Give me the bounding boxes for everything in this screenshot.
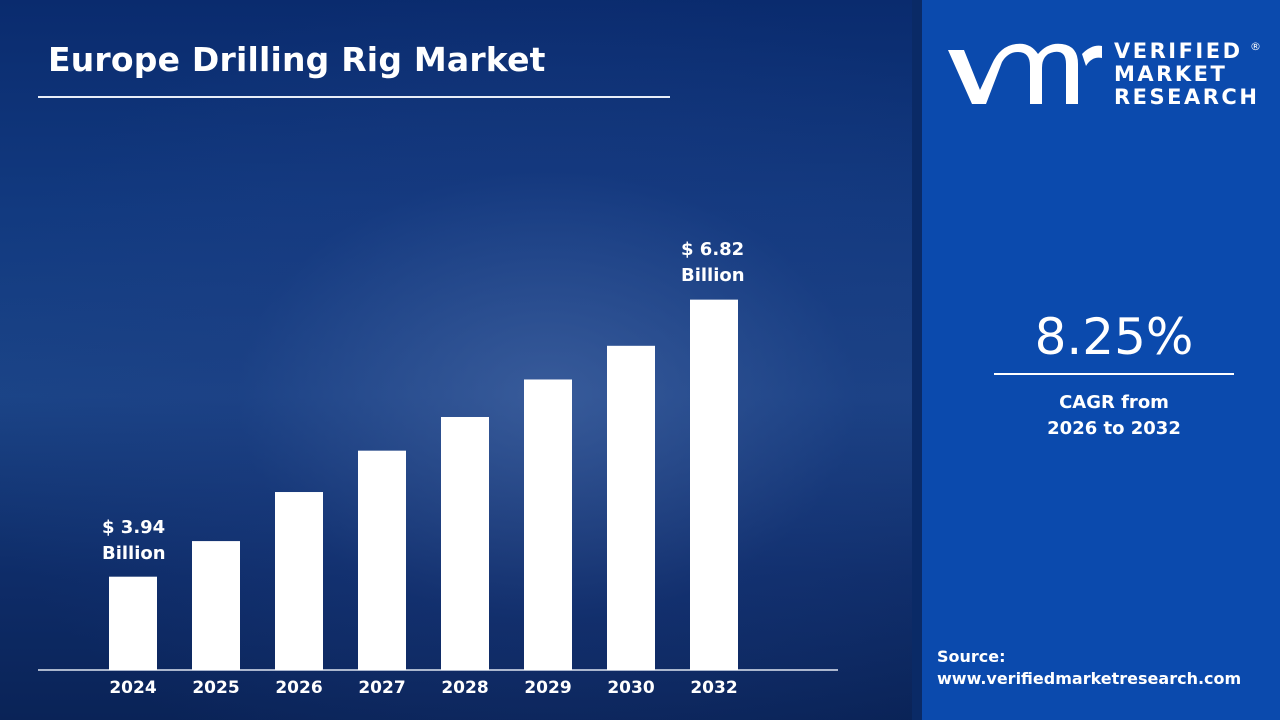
source-url: www.verifiedmarketresearch.com	[937, 669, 1242, 688]
value-label-2024-unit: Billion	[102, 543, 166, 564]
info-panel	[922, 0, 1280, 720]
x-tick-label-2032: 2032	[690, 678, 737, 698]
source-note: Source: www.verifiedmarketresearch.com	[937, 646, 1241, 690]
chart-title: Europe Drilling Rig Market	[48, 40, 546, 79]
value-label-2024-amount: $ 3.94	[102, 517, 166, 538]
x-tick-label-2027: 2027	[358, 678, 405, 698]
value-label-2032: $ 6.82 Billion	[681, 237, 745, 289]
source-label: Source:	[937, 647, 1006, 666]
panel-divider	[912, 0, 922, 720]
bar-2027	[358, 450, 406, 670]
bar-2026	[275, 492, 323, 670]
bar-2025	[192, 541, 240, 670]
bar-2032	[690, 299, 738, 670]
registered-mark: ®	[1250, 40, 1261, 53]
bar-2028	[441, 416, 489, 670]
value-label-2024: $ 3.94 Billion	[102, 515, 166, 567]
logo-line-2: MARKET	[1114, 62, 1228, 86]
x-tick-label-2029: 2029	[524, 678, 571, 698]
cagr-label: CAGR from 2026 to 2032	[994, 390, 1234, 442]
logo-wordmark: VERIFIED MARKET RESEARCH	[1114, 40, 1259, 109]
value-label-2032-amount: $ 6.82	[681, 239, 745, 260]
bar-2030	[607, 345, 655, 670]
x-tick-label-2026: 2026	[275, 678, 322, 698]
bar-chart: 2024 2025 2026 2027 2028 2029 2030 2032	[38, 299, 838, 698]
title-underline	[38, 96, 670, 98]
logo-line-1: VERIFIED	[1114, 39, 1243, 63]
x-tick-label-2025: 2025	[192, 678, 239, 698]
cagr-label-line-2: 2026 to 2032	[1047, 418, 1181, 439]
x-tick-label-2028: 2028	[441, 678, 488, 698]
cagr-divider	[994, 373, 1234, 375]
vmr-logo-icon	[948, 43, 1102, 104]
bar-2029	[524, 379, 572, 670]
cagr-label-line-1: CAGR from	[1059, 392, 1169, 413]
value-label-2032-unit: Billion	[681, 265, 745, 286]
x-tick-label-2024: 2024	[109, 678, 156, 698]
logo-line-3: RESEARCH	[1114, 85, 1260, 109]
cagr-value: 8.25%	[1034, 308, 1194, 366]
bar-2024	[109, 576, 157, 670]
x-tick-label-2030: 2030	[607, 678, 654, 698]
